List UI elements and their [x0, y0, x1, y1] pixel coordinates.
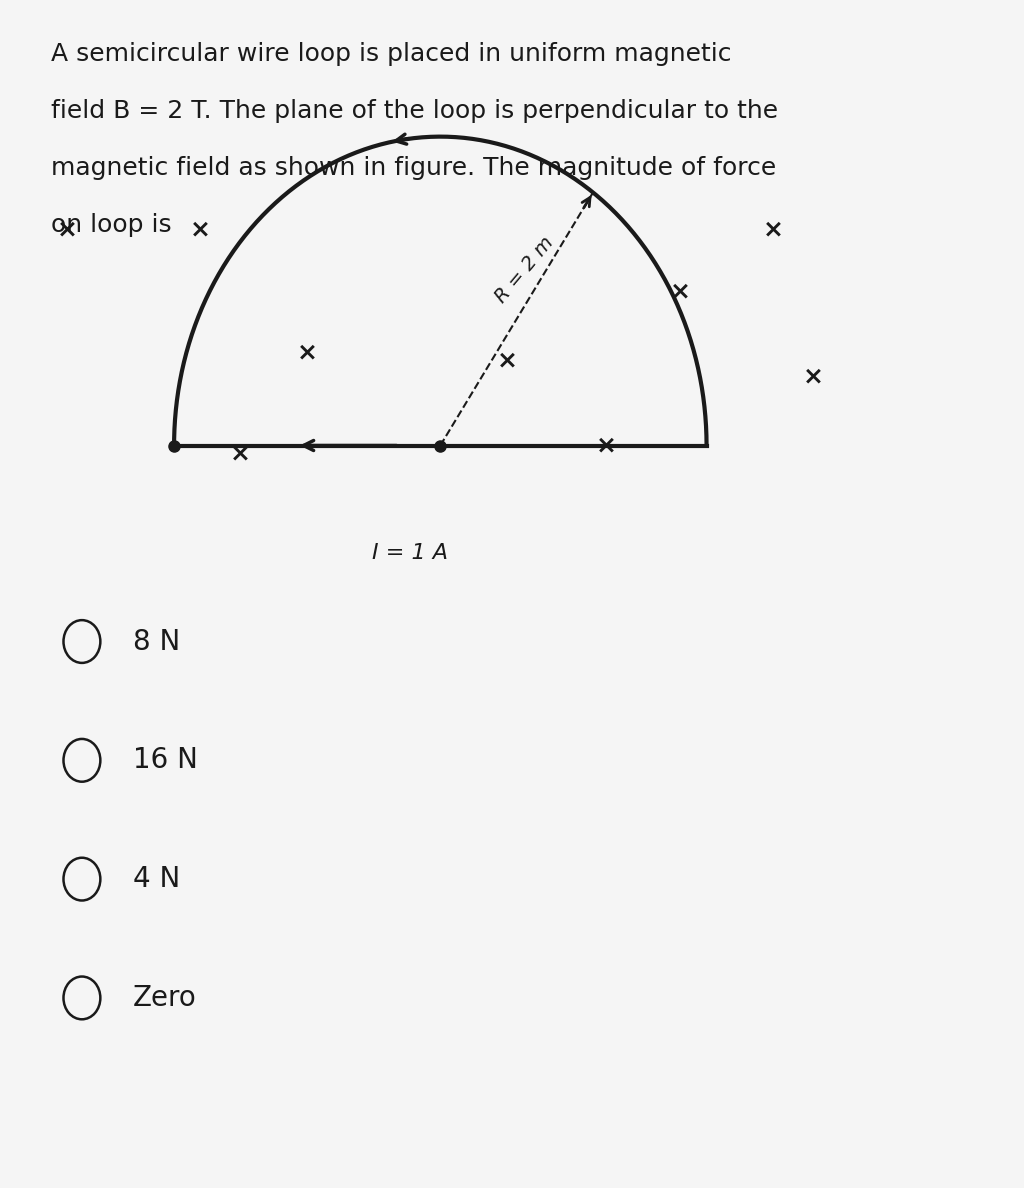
Text: ×: ×	[497, 348, 517, 373]
Text: ×: ×	[670, 279, 690, 303]
Text: ×: ×	[57, 217, 78, 241]
Text: ×: ×	[230, 441, 251, 466]
Text: 4 N: 4 N	[133, 865, 180, 893]
Text: Zero: Zero	[133, 984, 197, 1012]
Text: 16 N: 16 N	[133, 746, 198, 775]
Text: ×: ×	[297, 341, 317, 365]
Text: field B = 2 T. The plane of the loop is perpendicular to the: field B = 2 T. The plane of the loop is …	[51, 99, 778, 122]
Text: ×: ×	[803, 364, 823, 388]
Text: magnetic field as shown in figure. The magnitude of force: magnetic field as shown in figure. The m…	[51, 156, 776, 179]
Text: 8 N: 8 N	[133, 627, 180, 656]
Text: ×: ×	[190, 217, 211, 241]
Text: ×: ×	[763, 217, 783, 241]
Text: ×: ×	[596, 434, 617, 457]
Text: R = 2 m: R = 2 m	[492, 233, 557, 307]
Text: A semicircular wire loop is placed in uniform magnetic: A semicircular wire loop is placed in un…	[51, 42, 732, 65]
Text: I = 1 A: I = 1 A	[372, 543, 447, 563]
Text: on loop is: on loop is	[51, 213, 172, 236]
